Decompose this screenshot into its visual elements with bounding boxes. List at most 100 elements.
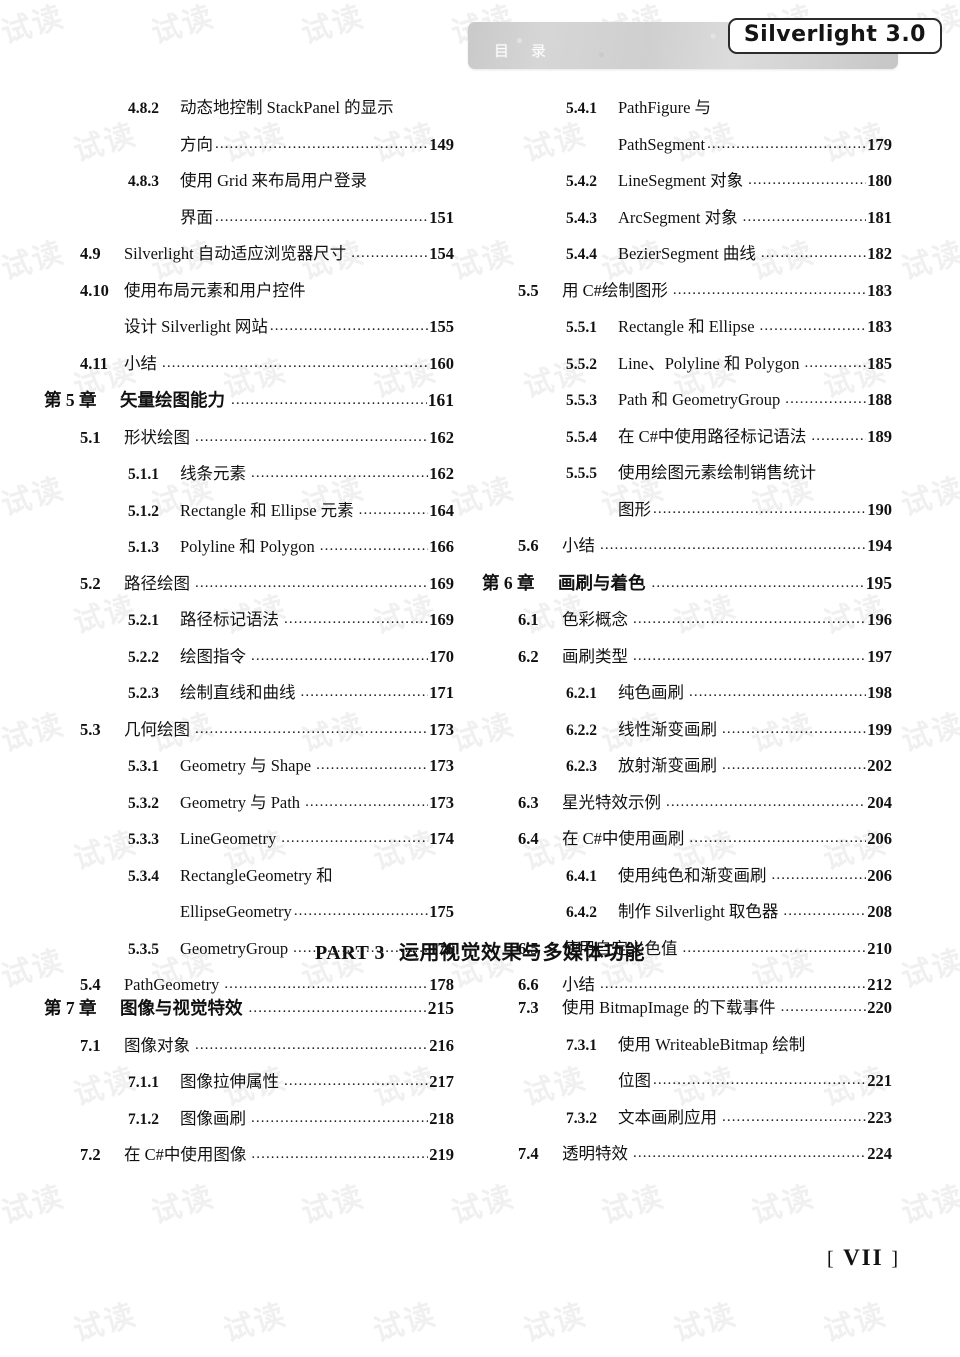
toc-entry: 5.1 形状绘图 162 <box>44 429 454 447</box>
toc-entry: 5.1.1 线条元素 162 <box>44 465 454 483</box>
toc-leader-dots <box>351 246 428 263</box>
toc-entry-number: 5.1.1 <box>128 466 159 483</box>
toc-entry-title: 设计 Silverlight 网站 <box>124 317 268 336</box>
toc-entry: 6.2.2 线性渐变画刷 199 <box>482 719 892 739</box>
toc-entry: 7.1.1 图像拉伸属性 217 <box>44 1072 454 1091</box>
toc-entry-title: 图像对象 <box>124 1035 190 1055</box>
toc-entry-number: 5.6 <box>518 536 539 555</box>
toc-entry-title: 制作 Silverlight 取色器 <box>618 902 779 921</box>
toc-entry-title: 路径标记语法 <box>180 610 279 629</box>
toc-entry-title: 在 C#中使用路径标记语法 <box>618 426 807 446</box>
toc-entry: 6.2 画刷类型 197 <box>482 646 892 666</box>
toc-entry: 6.4 在 C#中使用画刷 206 <box>482 830 892 848</box>
toc-leader-dots <box>162 356 428 373</box>
toc-leader-dots <box>633 1146 866 1163</box>
toc-entry-number: 5.3.3 <box>128 831 159 848</box>
toc-entry-number: 7.3 <box>518 998 539 1017</box>
toc-entry-title: 使用 Grid 来布局用户登录 <box>180 171 367 190</box>
toc-entry-title: Geometry 与 Path <box>180 792 301 812</box>
badge-label: Silverlight 3.0 <box>743 22 926 47</box>
toc-entry-title: 矢量绘图能力 <box>120 390 225 410</box>
toc-leader-dots <box>294 904 428 921</box>
part-title: 运用视觉效果与多媒体功能 <box>398 942 645 964</box>
toc-entry-number: 6.2.1 <box>566 685 597 702</box>
toc-entry-title: ArcSegment 对象 <box>618 207 738 227</box>
toc-entry-number: 6.5 <box>518 938 539 958</box>
toc-entry-title: 小结 <box>562 975 595 994</box>
toc-leader-dots <box>600 538 866 555</box>
toc-entry-page: 223 <box>867 1107 892 1127</box>
toc-entry-page: 178 <box>429 975 454 994</box>
toc-entry: 第 7 章 图像与视觉特效 215 <box>44 998 454 1018</box>
toc-entry-number: 4.11 <box>80 353 108 373</box>
toc-entry-page: 155 <box>429 317 454 336</box>
toc-leader-dots <box>633 612 866 629</box>
toc-entry-page: 202 <box>867 756 892 775</box>
toc-entry-page: 197 <box>867 646 892 666</box>
toc-entry-title: 使用 BitmapImage 的下载事件 <box>562 998 776 1017</box>
toc-entry-title: PathSegment <box>618 134 706 154</box>
toc-entry-page: 199 <box>867 719 892 739</box>
toc-entry-page: 174 <box>429 829 454 848</box>
toc-entry-number: 5.4 <box>80 975 101 994</box>
toc-leader-dots <box>251 466 428 483</box>
toc-leader-dots <box>195 430 428 447</box>
toc-entry-page: 195 <box>865 572 892 593</box>
toc-leader-dots <box>284 1074 428 1091</box>
toc-entry-number: 5.2.3 <box>128 685 159 702</box>
toc-leader-dots <box>195 1038 428 1055</box>
toc-entry-title: 色彩概念 <box>562 610 628 629</box>
toc-entry-page: 151 <box>429 207 454 227</box>
toc-entry-title: 在 C#中使用图像 <box>124 1145 247 1164</box>
toc-entry-number: 5.4.4 <box>566 246 597 263</box>
toc-entry-page: 161 <box>427 390 454 410</box>
toc-leader-dots <box>722 722 866 739</box>
toc-leader-dots <box>785 392 866 409</box>
toc-leader-dots <box>760 319 867 336</box>
toc-entry: 7.4 透明特效 224 <box>482 1144 892 1163</box>
header-band-glyphs: 目 录 <box>494 44 546 59</box>
toc-entry: 5.2.3 绘制直线和曲线 171 <box>44 683 454 702</box>
toc-entry-page: 194 <box>867 536 892 555</box>
band-glyph-1: 目 <box>494 42 510 60</box>
toc-entry: 5.6 小结 194 <box>482 536 892 555</box>
toc-entry-page: 189 <box>867 426 892 446</box>
toc-entry-title: 使用纯色和渐变画刷 <box>618 865 767 885</box>
toc-entry-title: 使用绘图元素绘制销售统计 <box>618 463 816 482</box>
toc-entry-number: 第 5 章 <box>44 390 97 410</box>
toc-leader-dots <box>811 429 866 446</box>
toc-entry: 5.3.4 RectangleGeometry 和 <box>44 867 454 885</box>
toc-leader-dots <box>316 758 428 775</box>
toc-entry: 7.1 图像对象 216 <box>44 1035 454 1055</box>
toc-entry-page: 171 <box>429 683 454 702</box>
toc-entry-number: 6.2.3 <box>566 758 597 775</box>
toc-entry-page: 219 <box>429 1145 454 1164</box>
toc-entry-page: 183 <box>867 280 892 300</box>
toc-entry-number: 6.1 <box>518 610 539 629</box>
toc-entry-title: 绘制直线和曲线 <box>180 683 296 702</box>
toc-entry-page: 183 <box>867 317 892 336</box>
toc-entry-page: 215 <box>427 998 454 1018</box>
toc-entry-page: 164 <box>429 500 454 520</box>
folio-open-bracket: [ <box>827 1248 836 1270</box>
toc-entry-title: PathGeometry <box>124 975 220 994</box>
toc-entry: 5.4.4 BezierSegment 曲线 182 <box>482 245 892 263</box>
toc-leader-dots <box>653 502 866 519</box>
toc-entry-number: 5.1.2 <box>128 502 159 520</box>
toc-entry-title: 透明特效 <box>562 1144 628 1163</box>
toc-entry-number: 6.3 <box>518 792 539 812</box>
toc-entry-page: 198 <box>867 683 892 702</box>
toc-leader-dots <box>761 246 866 263</box>
toc-entry: 5.5.5 使用绘图元素绘制销售统计 <box>482 463 892 482</box>
toc-entry-page: 217 <box>429 1072 454 1091</box>
toc-entry: 7.2 在 C#中使用图像 219 <box>44 1145 454 1164</box>
toc-entry-title: GeometryGroup <box>180 938 289 958</box>
toc-entry-page: 175 <box>429 902 454 921</box>
toc-entry-number: 5.3.4 <box>128 867 159 885</box>
toc-entry: 5.3.2 Geometry 与 Path 173 <box>44 792 454 812</box>
toc-entry-title: Geometry 与 Shape <box>180 756 312 775</box>
toc-entry-page: 210 <box>867 938 892 958</box>
toc-entry-page: 206 <box>867 865 892 885</box>
folio-close-bracket: ] <box>891 1248 900 1270</box>
